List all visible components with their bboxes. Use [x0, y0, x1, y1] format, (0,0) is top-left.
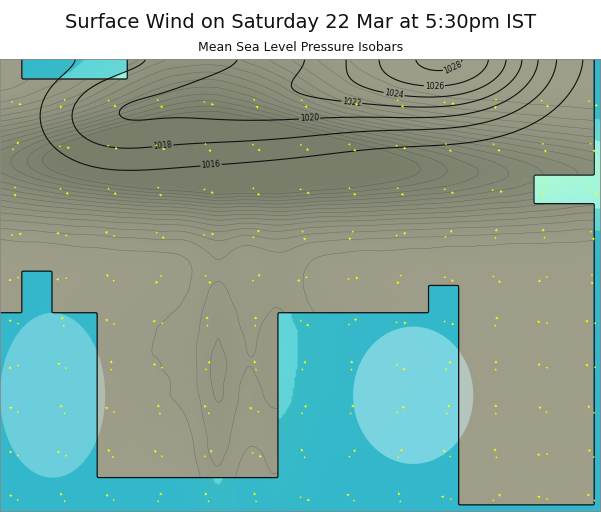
Ellipse shape — [353, 327, 474, 464]
Text: 1022: 1022 — [342, 97, 362, 108]
Text: 1016: 1016 — [201, 160, 221, 170]
Text: 1020: 1020 — [300, 114, 319, 123]
Text: 1026: 1026 — [425, 81, 444, 91]
Text: 1028: 1028 — [442, 60, 463, 76]
Text: Surface Wind on Saturday 22 Mar at 5:30pm IST: Surface Wind on Saturday 22 Mar at 5:30p… — [65, 13, 536, 32]
Text: 1018: 1018 — [153, 141, 172, 151]
Text: Mean Sea Level Pressure Isobars: Mean Sea Level Pressure Isobars — [198, 41, 403, 54]
Text: 1024: 1024 — [384, 89, 404, 100]
Ellipse shape — [0, 313, 105, 478]
